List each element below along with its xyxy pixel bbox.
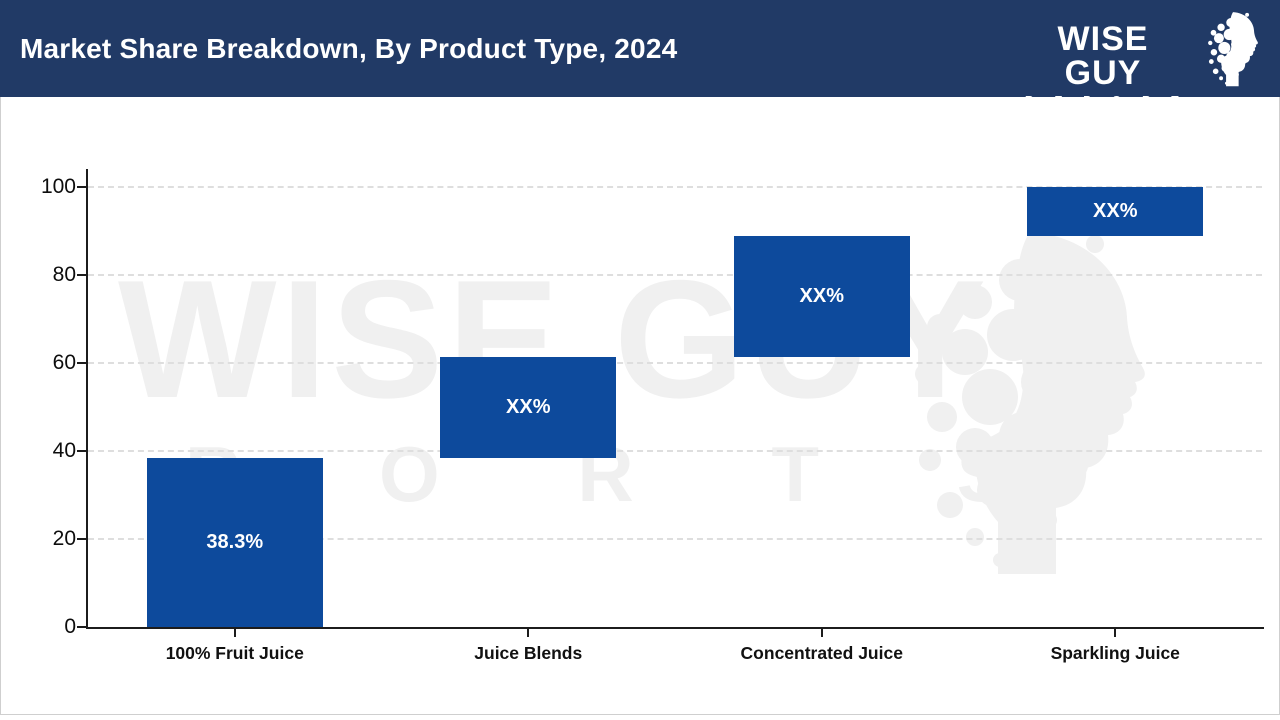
- wise-guy-reports-logo: WISE GUY R E P O R T S: [1014, 8, 1266, 122]
- y-tick-label: 100: [40, 175, 76, 198]
- y-axis-tick: [77, 538, 87, 540]
- logo-subtitle: R E P O R T S: [1024, 94, 1188, 122]
- x-axis-category-label: Juice Blends: [474, 643, 583, 663]
- x-axis-tick: [527, 629, 530, 637]
- y-axis-tick: [77, 274, 87, 276]
- logo-text: WISE GUY R E P O R T S: [1014, 22, 1192, 122]
- x-axis-line: [86, 627, 1264, 629]
- y-tick-label: 40: [52, 439, 76, 462]
- y-tick-label: 80: [52, 263, 76, 286]
- page-title: Market Share Breakdown, By Product Type,…: [20, 32, 678, 64]
- gridline: [88, 450, 1262, 452]
- y-tick-label: 0: [64, 615, 76, 638]
- logo-head-icon: [1200, 10, 1266, 88]
- x-axis-category-label: Sparkling Juice: [1050, 643, 1180, 663]
- bar-segment: XX%: [1027, 187, 1204, 236]
- bar-value-label: XX%: [1093, 199, 1138, 222]
- x-axis-category-label: 100% Fruit Juice: [165, 643, 304, 663]
- gridline: [88, 186, 1262, 188]
- header: Market Share Breakdown, By Product Type,…: [0, 0, 1280, 122]
- gridline: [88, 538, 1262, 540]
- plot-region: 0 20 40 60 80 100 38.3% 100% Fruit Juice XX% Juic…: [0, 97, 1280, 720]
- bar-value-label: 38.3%: [206, 531, 264, 554]
- chart-area: WISE GUY R O R T S 0 20 40 60 80 100 38.3% 100%…: [0, 97, 1280, 720]
- logo-wordmark: WISE GUY: [1057, 20, 1149, 92]
- bar-segment: XX%: [733, 235, 910, 357]
- gridline: [88, 362, 1262, 364]
- y-axis-tick: [77, 362, 87, 364]
- y-tick-label: 20: [52, 527, 76, 550]
- x-axis-tick: [820, 629, 823, 637]
- bar-segment: XX%: [440, 356, 617, 459]
- bar-value-label: XX%: [506, 396, 551, 419]
- x-axis-tick: [233, 629, 236, 637]
- y-axis-tick: [77, 626, 87, 628]
- y-axis-tick: [77, 450, 87, 452]
- bar-segment: 38.3%: [146, 458, 323, 627]
- x-axis-category-label: Concentrated Juice: [740, 643, 903, 663]
- x-axis-tick: [1114, 629, 1117, 637]
- y-tick-label: 60: [52, 351, 76, 374]
- y-axis-line: [86, 169, 88, 629]
- gridline: [88, 274, 1262, 276]
- y-axis-tick: [77, 186, 87, 188]
- bar-value-label: XX%: [799, 284, 844, 307]
